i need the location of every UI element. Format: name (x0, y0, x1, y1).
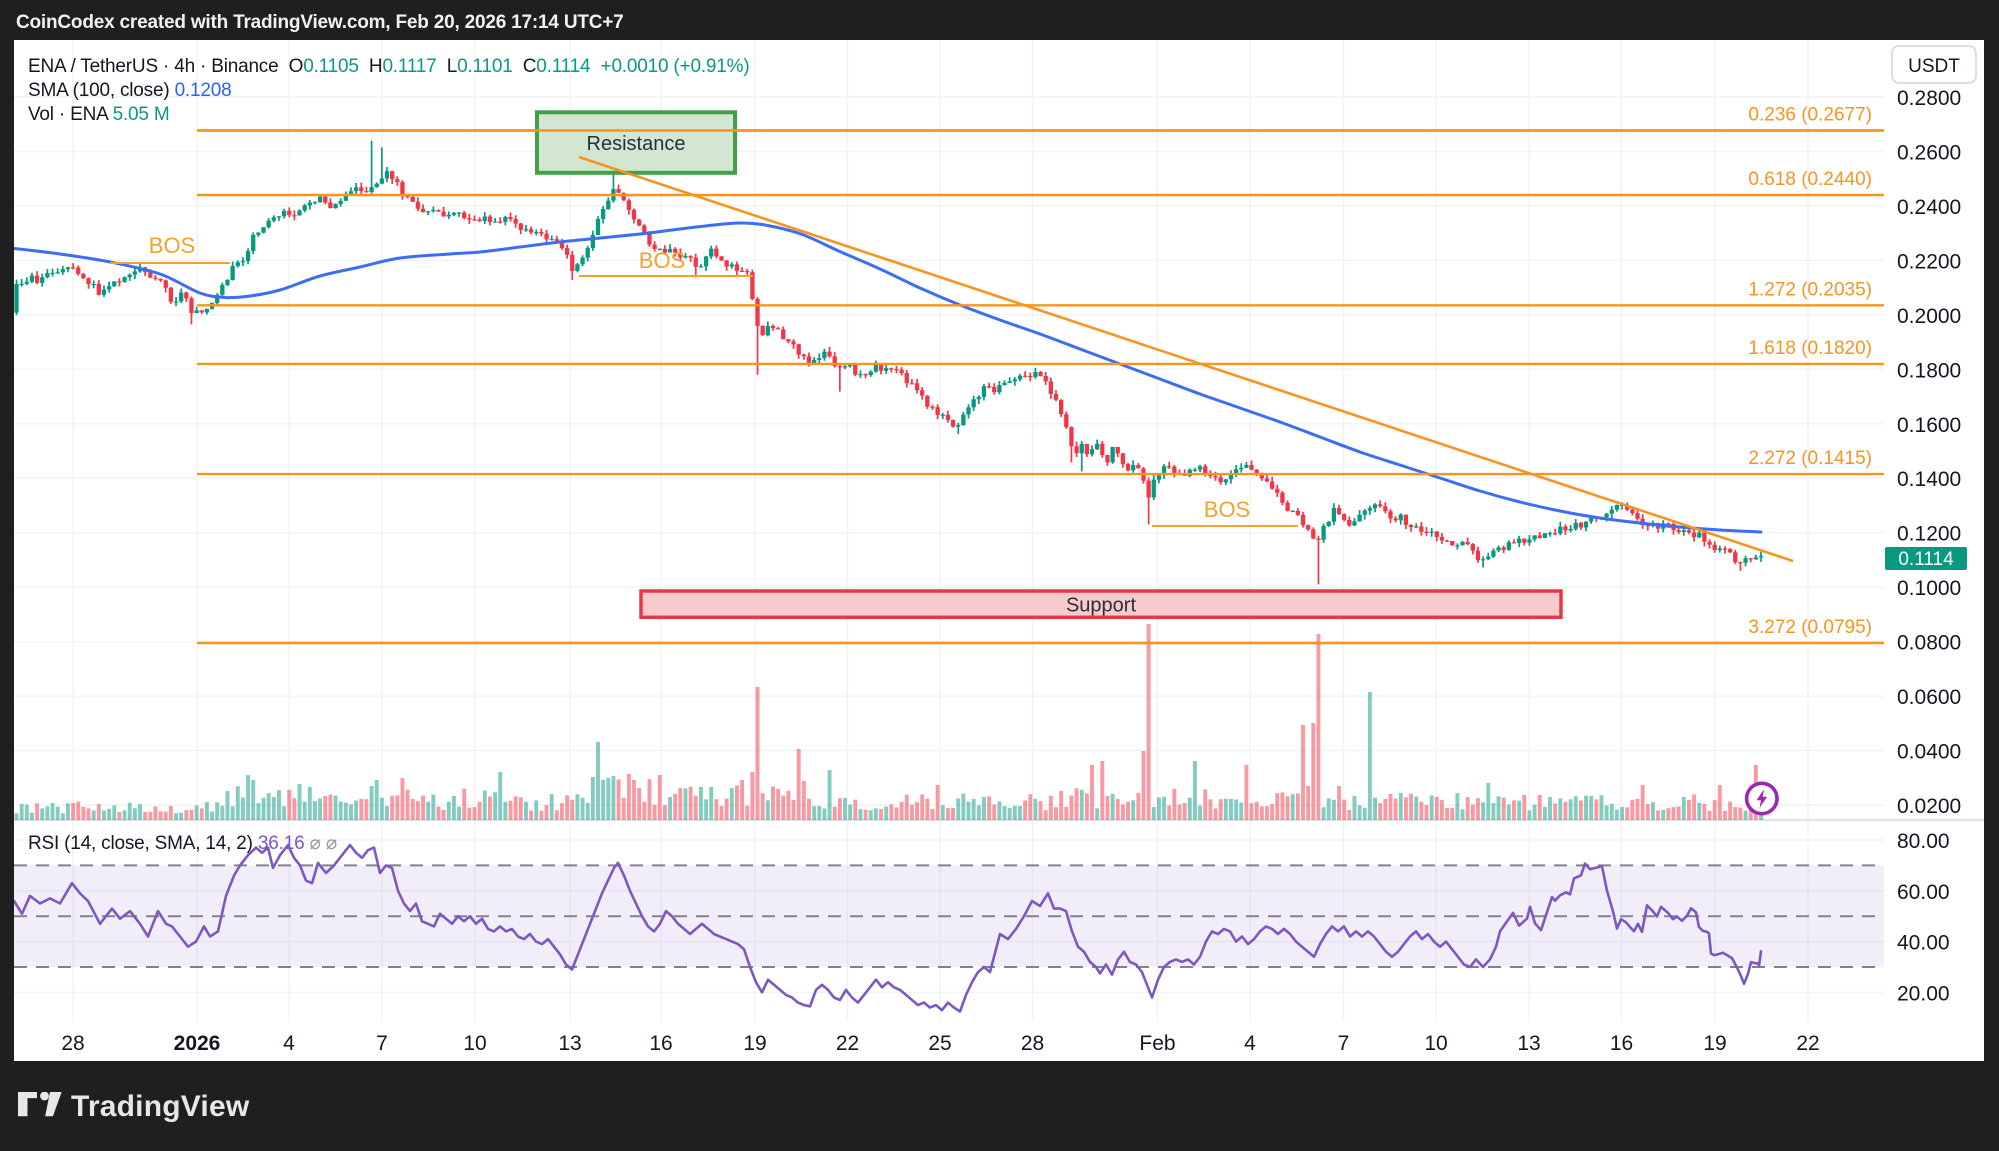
svg-text:0.2600: 0.2600 (1897, 142, 1961, 165)
svg-text:Resistance: Resistance (587, 133, 686, 155)
svg-text:3.272 (0.0795): 3.272 (0.0795) (1748, 617, 1872, 638)
svg-text:0.1400: 0.1400 (1897, 468, 1961, 491)
svg-text:Support: Support (1066, 595, 1136, 617)
svg-text:SMA (100, close) 0.1208: SMA (100, close) 0.1208 (28, 80, 231, 101)
svg-text:10: 10 (1424, 1032, 1447, 1055)
svg-text:60.00: 60.00 (1897, 881, 1950, 904)
svg-text:0.236 (0.2677): 0.236 (0.2677) (1748, 105, 1872, 126)
svg-text:Feb: Feb (1139, 1032, 1175, 1055)
svg-text:7: 7 (1338, 1032, 1350, 1055)
svg-text:16: 16 (649, 1032, 672, 1055)
svg-text:1.272 (0.2035): 1.272 (0.2035) (1748, 279, 1872, 300)
svg-text:0.2000: 0.2000 (1897, 305, 1961, 328)
svg-text:25: 25 (928, 1032, 951, 1055)
svg-text:0.0800: 0.0800 (1897, 632, 1961, 655)
svg-text:RSI (14, close, SMA, 14, 2) 36: RSI (14, close, SMA, 14, 2) 36.16 ⌀ ⌀ (28, 833, 337, 854)
svg-text:0.2400: 0.2400 (1897, 196, 1961, 219)
svg-text:0.0600: 0.0600 (1897, 686, 1961, 709)
svg-text:13: 13 (558, 1032, 581, 1055)
svg-text:ENA / TetherUS · 4h · Binance: ENA / TetherUS · 4h · Binance O0.1105 H0… (28, 56, 749, 77)
svg-text:BOS: BOS (1204, 497, 1250, 522)
svg-text:0.0200: 0.0200 (1897, 795, 1961, 818)
svg-text:19: 19 (743, 1032, 766, 1055)
svg-text:4: 4 (283, 1032, 295, 1055)
svg-text:22: 22 (1796, 1032, 1819, 1055)
svg-text:0.2800: 0.2800 (1897, 87, 1961, 110)
svg-text:13: 13 (1517, 1032, 1540, 1055)
svg-text:0.1600: 0.1600 (1897, 414, 1961, 437)
svg-text:28: 28 (61, 1032, 84, 1055)
svg-text:BOS: BOS (149, 233, 195, 258)
svg-text:7: 7 (376, 1032, 388, 1055)
svg-text:80.00: 80.00 (1897, 830, 1950, 853)
svg-text:0.618 (0.2440): 0.618 (0.2440) (1748, 169, 1872, 190)
svg-text:Vol · ENA 5.05 M: Vol · ENA 5.05 M (28, 104, 170, 125)
svg-text:22: 22 (836, 1032, 859, 1055)
svg-text:USDT: USDT (1908, 56, 1960, 77)
svg-text:0.2200: 0.2200 (1897, 250, 1961, 273)
svg-text:20.00: 20.00 (1897, 982, 1950, 1005)
svg-text:28: 28 (1021, 1032, 1044, 1055)
svg-text:0.1800: 0.1800 (1897, 359, 1961, 382)
svg-text:0.1200: 0.1200 (1897, 523, 1961, 546)
svg-text:10: 10 (463, 1032, 486, 1055)
svg-text:40.00: 40.00 (1897, 932, 1950, 955)
svg-text:19: 19 (1703, 1032, 1726, 1055)
svg-text:2026: 2026 (174, 1032, 221, 1055)
svg-text:BOS: BOS (639, 248, 685, 273)
svg-text:1.618 (0.1820): 1.618 (0.1820) (1748, 338, 1872, 359)
svg-text:0.1000: 0.1000 (1897, 577, 1961, 600)
svg-text:2.272 (0.1415): 2.272 (0.1415) (1748, 448, 1872, 469)
svg-text:0.1114: 0.1114 (1898, 549, 1954, 570)
svg-text:0.0400: 0.0400 (1897, 741, 1961, 764)
svg-text:16: 16 (1610, 1032, 1633, 1055)
svg-text:4: 4 (1244, 1032, 1256, 1055)
